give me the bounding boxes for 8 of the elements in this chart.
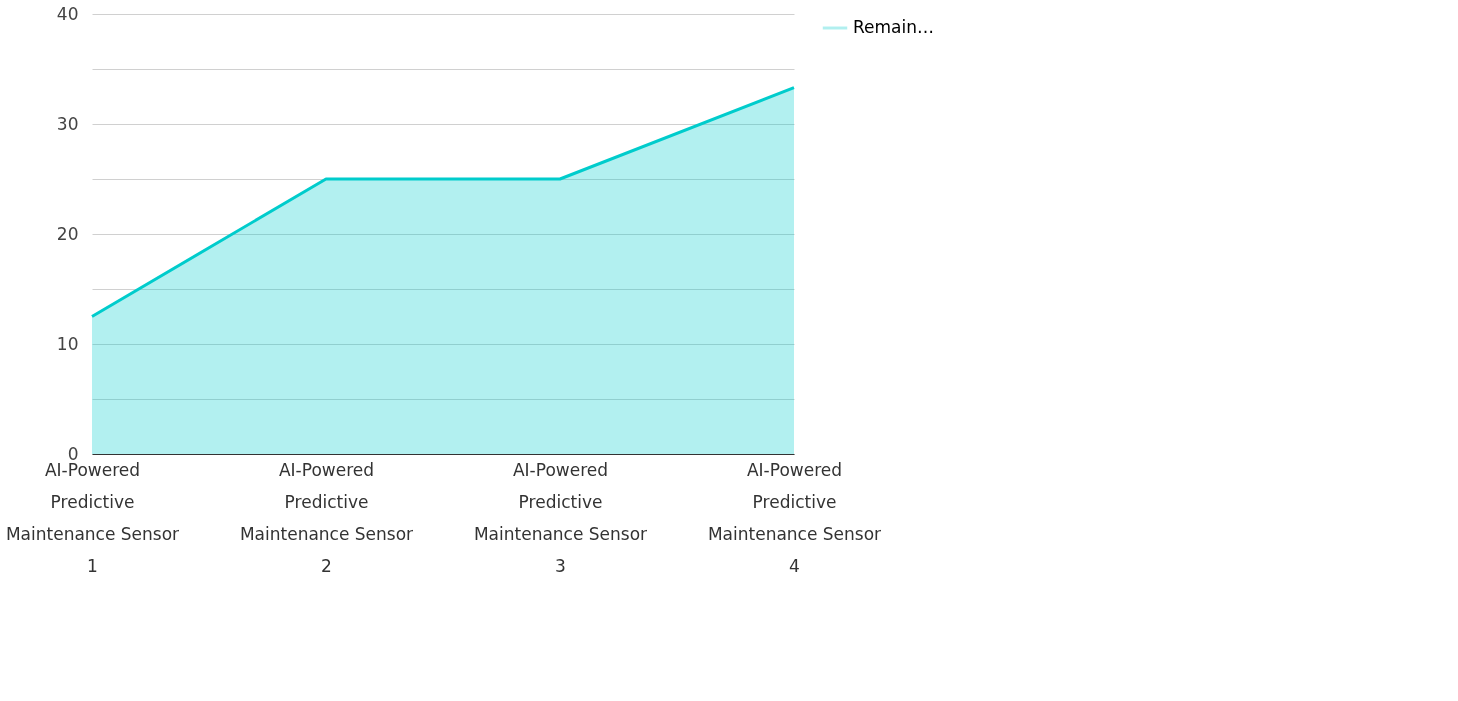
legend-label: Remain… bbox=[853, 17, 934, 37]
y-tick-label: 40 bbox=[56, 3, 79, 24]
x-tick-label: AI-Powered Predictive Maintenance Sensor 2 bbox=[239, 459, 414, 576]
x-tick-label: AI-Powered Predictive Maintenance Sensor 4 bbox=[707, 459, 882, 576]
y-tick-label: 10 bbox=[56, 333, 79, 354]
y-tick-label: 30 bbox=[56, 113, 79, 134]
x-tick-label: AI-Powered Predictive Maintenance Sensor 3 bbox=[473, 459, 648, 576]
y-tick-label: 20 bbox=[56, 223, 79, 244]
